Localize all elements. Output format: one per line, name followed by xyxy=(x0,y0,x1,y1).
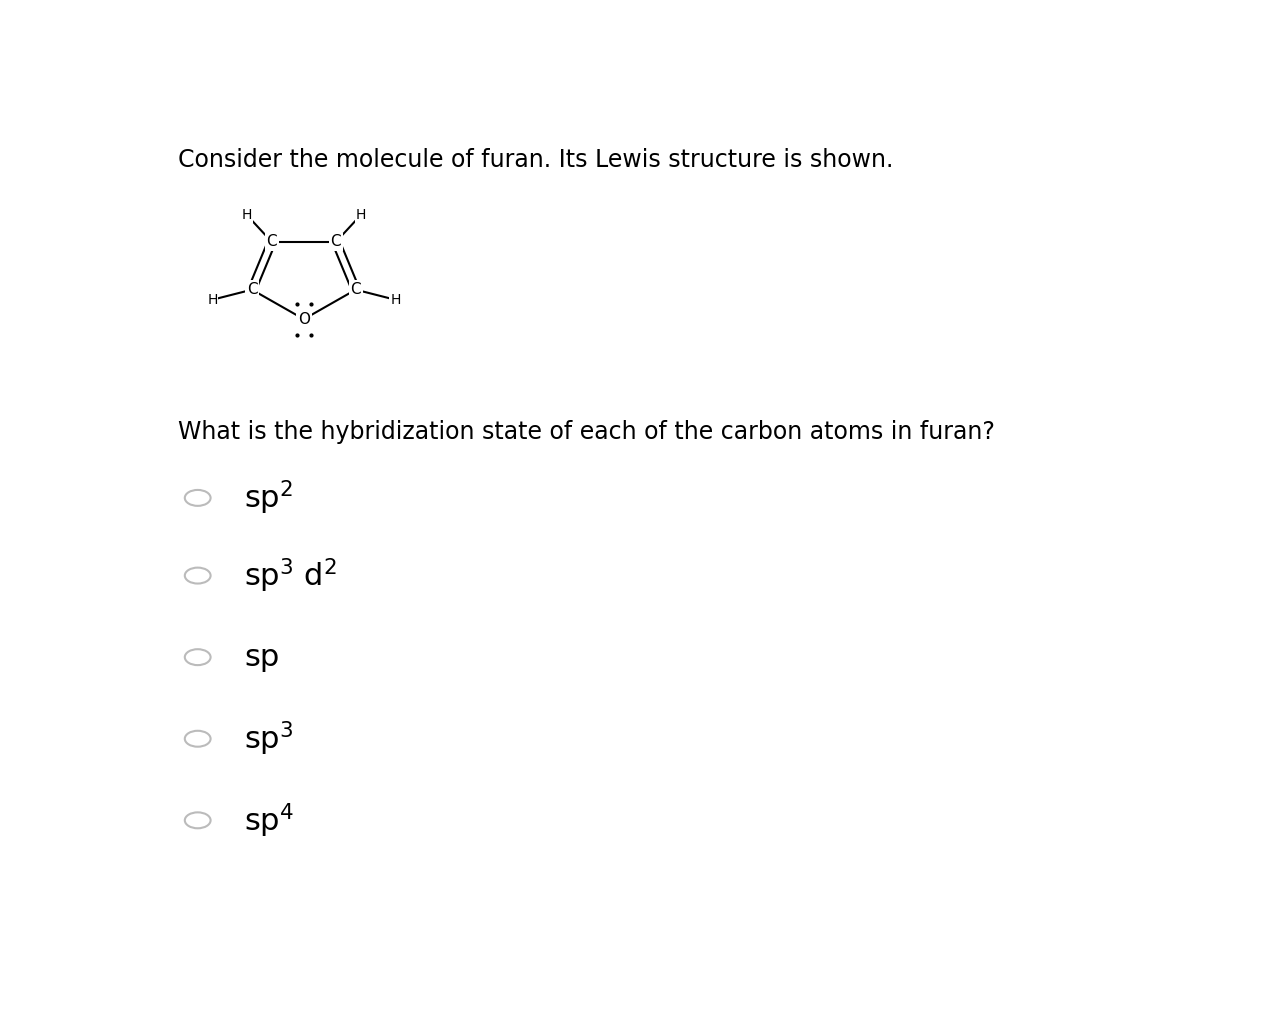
Text: What is the hybridization state of each of the carbon atoms in furan?: What is the hybridization state of each … xyxy=(178,420,995,444)
Text: C: C xyxy=(351,283,361,298)
Text: sp: sp xyxy=(244,643,279,672)
Text: H: H xyxy=(207,293,218,307)
Text: sp$^2$: sp$^2$ xyxy=(244,478,293,518)
Text: H: H xyxy=(356,209,366,223)
Text: C: C xyxy=(266,234,276,249)
Text: C: C xyxy=(247,283,257,298)
Text: O: O xyxy=(298,312,310,327)
Text: sp$^3$ d$^2$: sp$^3$ d$^2$ xyxy=(244,556,337,595)
Text: sp$^3$: sp$^3$ xyxy=(244,719,294,758)
Text: Consider the molecule of furan. Its Lewis structure is shown.: Consider the molecule of furan. Its Lewi… xyxy=(178,148,893,173)
Text: sp$^4$: sp$^4$ xyxy=(244,801,294,839)
Text: C: C xyxy=(330,234,342,249)
Text: H: H xyxy=(390,293,401,307)
Text: H: H xyxy=(242,209,252,223)
